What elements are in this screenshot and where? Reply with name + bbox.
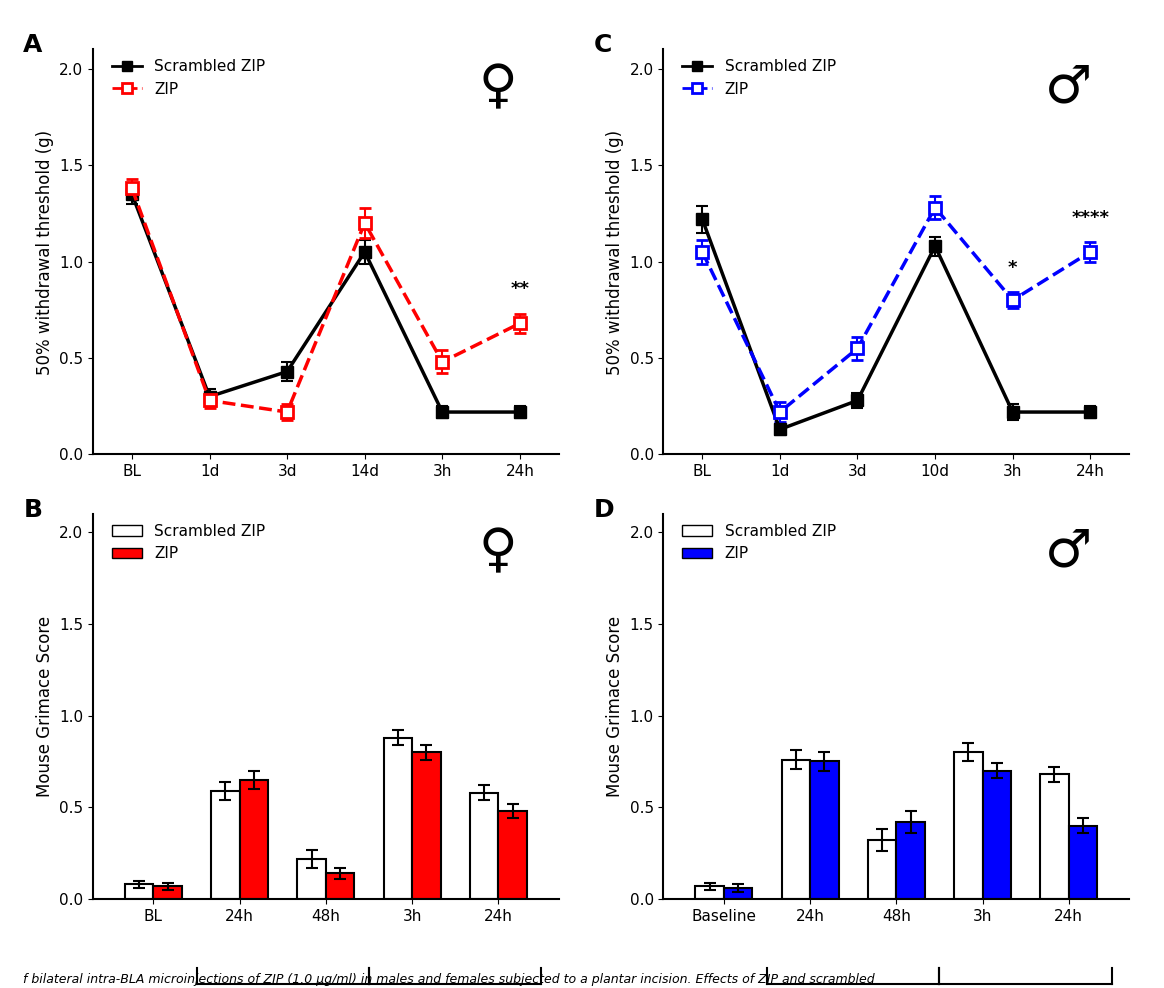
Bar [868, 841, 896, 899]
Bar [384, 738, 412, 899]
Text: f bilateral intra-BLA microinjections of ZIP (1.0 μg/ml) in males and females su: f bilateral intra-BLA microinjections of… [23, 973, 875, 986]
Text: *: * [1008, 259, 1017, 277]
Text: **: ** [511, 281, 530, 298]
Text: D: D [594, 498, 615, 523]
Bar [1069, 826, 1098, 899]
Y-axis label: Mouse Grimace Score: Mouse Grimace Score [606, 616, 624, 797]
Text: ♀: ♀ [478, 526, 518, 577]
Text: B: B [23, 498, 42, 523]
Bar [125, 884, 154, 899]
Legend: Scrambled ZIP, ZIP: Scrambled ZIP, ZIP [106, 518, 271, 567]
Bar [326, 873, 354, 899]
Bar [724, 888, 752, 899]
Text: C: C [594, 34, 612, 57]
Bar [982, 771, 1012, 899]
Bar [298, 859, 326, 899]
Bar [412, 752, 441, 899]
Bar [470, 792, 498, 899]
Bar [1041, 775, 1069, 899]
Bar [695, 886, 724, 899]
Legend: Scrambled ZIP, ZIP: Scrambled ZIP, ZIP [106, 53, 271, 103]
Text: Time
post-incision: Time post-incision [811, 560, 904, 592]
Y-axis label: 50% withdrawal threshold (g): 50% withdrawal threshold (g) [36, 129, 54, 374]
Bar [954, 752, 982, 899]
Text: Time
post-PGE₂: Time post-PGE₂ [445, 560, 517, 592]
Bar [211, 790, 240, 899]
Legend: Scrambled ZIP, ZIP: Scrambled ZIP, ZIP [676, 53, 842, 103]
Y-axis label: Mouse Grimace Score: Mouse Grimace Score [36, 616, 54, 797]
Bar [896, 822, 924, 899]
Y-axis label: 50% withdrawal threshold (g): 50% withdrawal threshold (g) [606, 129, 624, 374]
Bar [240, 780, 268, 899]
Text: Time
post-PGE₂: Time post-PGE₂ [1015, 560, 1087, 592]
Bar [781, 760, 810, 899]
Bar [810, 762, 838, 899]
Bar [154, 886, 182, 899]
Bar [498, 811, 527, 899]
Text: ****: **** [1071, 208, 1109, 227]
Text: A: A [23, 34, 43, 57]
Text: Time
post-incision: Time post-incision [241, 560, 334, 592]
Text: ♀: ♀ [478, 61, 518, 114]
Text: ♂: ♂ [1045, 526, 1092, 577]
Text: ♂: ♂ [1045, 61, 1092, 114]
Legend: Scrambled ZIP, ZIP: Scrambled ZIP, ZIP [676, 518, 842, 567]
